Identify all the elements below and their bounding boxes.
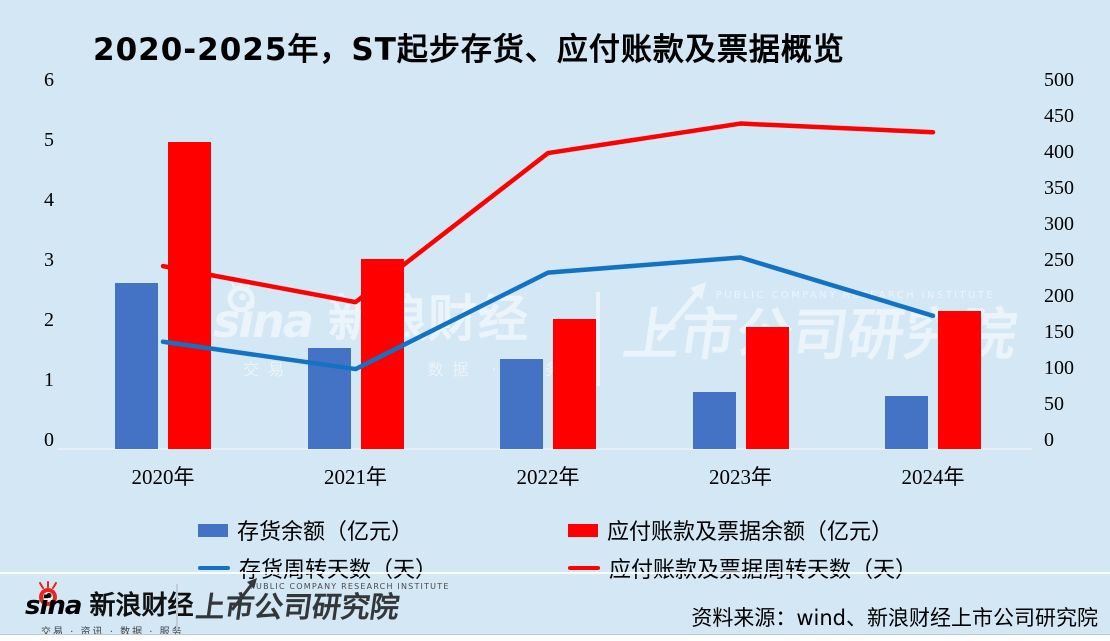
- watermark-institute-en: PUBLIC COMPANY RESEARCH INSTITUTE: [715, 290, 995, 301]
- bottom-strip: [0, 634, 1110, 641]
- right-axis-tick-label: 500: [1044, 69, 1074, 91]
- legend-label: 存货余额（亿元）: [237, 519, 414, 544]
- right-axis-tick-label: 250: [1044, 249, 1074, 271]
- legend-bar-swatch: [568, 523, 598, 537]
- footer-logo-divider: [176, 584, 178, 630]
- left-axis-tick-label: 4: [44, 189, 54, 211]
- bar-payables: [360, 259, 404, 449]
- right-axis-tick-label: 450: [1044, 105, 1074, 127]
- left-axis-tick-label: 6: [44, 69, 54, 91]
- line-payables-days: [160, 121, 936, 305]
- sina-eye-icon: [221, 277, 261, 316]
- footer-institute-logo: PUBLIC COMPANY RESEARCH INSTITUTE 上市公司研究…: [193, 578, 450, 624]
- footer-sina-text: sina: [25, 591, 82, 621]
- watermark-brand-text: 新浪财经: [327, 290, 528, 348]
- legend-item: 应付账款及票据周转天数（天）: [568, 552, 917, 584]
- x-axis-category-label: 2021年: [324, 465, 387, 489]
- bar-payables: [168, 142, 211, 449]
- left-axis-tick-label: 1: [44, 369, 54, 391]
- x-axis-line: [57, 448, 1032, 450]
- legend-line-swatch: [568, 566, 600, 570]
- legend-item: 应付账款及票据余额（亿元）: [568, 514, 893, 546]
- bar-inventory: [500, 359, 543, 449]
- x-axis-category-label: 2024年: [901, 465, 965, 489]
- right-axis-tick-label: 300: [1044, 213, 1074, 235]
- legend-item: 存货周转天数（天）: [198, 552, 437, 584]
- left-axis-tick-label: 0: [44, 429, 54, 451]
- right-axis-tick-label: 350: [1044, 177, 1074, 199]
- left-axis-tick-label: 2: [44, 309, 54, 331]
- right-axis-tick-label: 100: [1044, 357, 1074, 379]
- right-axis-tick-label: 50: [1044, 393, 1064, 415]
- footer-institute-en: PUBLIC COMPANY RESEARCH INSTITUTE: [250, 582, 450, 591]
- data-source-note: 资料来源：wind、新浪财经上市公司研究院: [691, 606, 1098, 630]
- watermark-divider: [595, 292, 600, 386]
- footer-separator: [0, 572, 1110, 574]
- x-axis-category-label: 2020年: [131, 465, 195, 489]
- sina-eye-icon: [33, 581, 63, 612]
- bar-inventory: [115, 283, 158, 449]
- left-axis-tick-label: 5: [44, 129, 54, 151]
- footer-institute-zh: 上市公司研究院: [193, 590, 402, 624]
- bar-inventory: [885, 396, 928, 449]
- bar-payables: [745, 327, 789, 449]
- bar-payables: [938, 311, 981, 449]
- right-axis-tick-label: 200: [1044, 285, 1074, 307]
- footer-tagline: 交易 · 资讯 · 数据 · 服务: [41, 627, 184, 638]
- legend-label: 应付账款及票据余额（亿元）: [607, 519, 894, 544]
- left-axis-tick-label: 3: [44, 249, 54, 271]
- up-arrow-icon: [228, 577, 258, 617]
- bar-inventory: [307, 348, 351, 449]
- footer-sina-logo: sina 新浪财经 交易 · 资讯 · 数据 · 服务: [25, 581, 193, 638]
- legend-line-swatch: [198, 566, 230, 570]
- legend-label: 应付账款及票据周转天数（天）: [609, 557, 918, 582]
- x-axis-category-label: 2023年: [709, 465, 772, 489]
- x-axis-category-label: 2022年: [516, 465, 580, 489]
- right-axis-tick-label: 0: [1044, 429, 1054, 451]
- bar-payables: [553, 319, 596, 449]
- chart-title: 2020-2025年，ST起步存货、应付账款及票据概览: [93, 32, 845, 68]
- bar-inventory: [692, 392, 736, 449]
- legend-item: 存货余额（亿元）: [198, 514, 413, 546]
- right-axis-tick-label: 150: [1044, 321, 1074, 343]
- legend-bar-swatch: [198, 523, 228, 537]
- legend-label: 存货周转天数（天）: [239, 557, 438, 582]
- right-axis-tick-label: 400: [1044, 141, 1074, 163]
